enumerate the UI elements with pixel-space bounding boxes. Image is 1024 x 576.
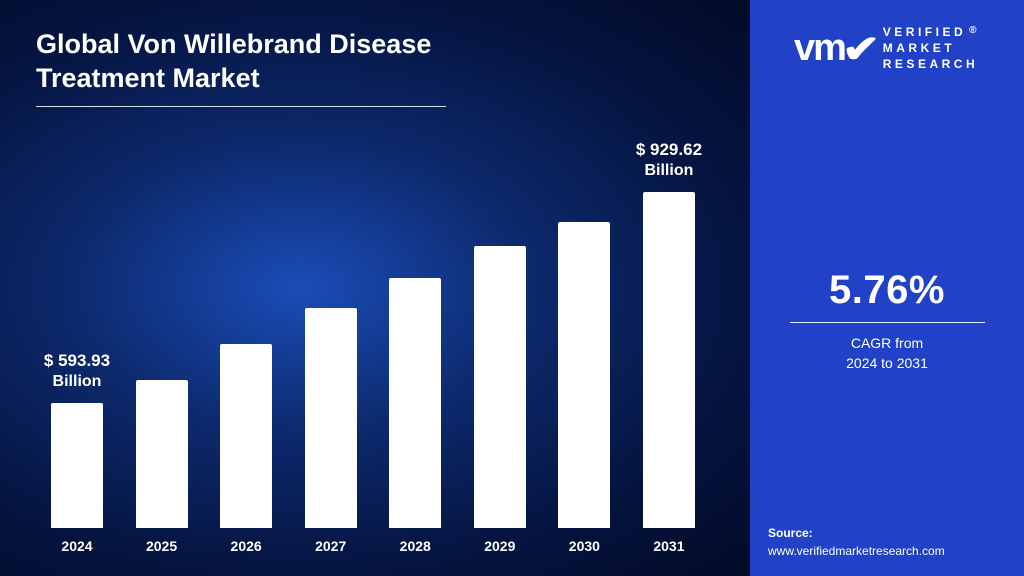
bar: [136, 380, 188, 528]
bar-column: $ 929.62Billion2031: [640, 192, 698, 554]
bar-year-label: 2031: [653, 538, 684, 554]
logo-text: VERIFIED® MARKET RESEARCH: [883, 24, 980, 73]
bar: [474, 246, 526, 528]
bar: [643, 192, 695, 528]
logo-mark-icon: vm✔: [794, 33, 875, 63]
bar: [389, 278, 441, 528]
bar-year-label: 2027: [315, 538, 346, 554]
bar: [51, 403, 103, 528]
bar-column: 2029: [471, 246, 529, 554]
bar-value-label: $ 593.93Billion: [44, 351, 110, 391]
bar-column: $ 593.93Billion2024: [48, 403, 106, 554]
bar: [558, 222, 610, 528]
bar-column: 2028: [386, 278, 444, 554]
infographic-container: Global Von Willebrand Disease Treatment …: [0, 0, 1024, 576]
cagr-caption: CAGR from 2024 to 2031: [768, 333, 1006, 374]
bar-year-label: 2024: [61, 538, 92, 554]
logo-line2: MARKET: [883, 41, 955, 55]
title-divider: [36, 106, 446, 107]
bar-column: 2025: [133, 380, 191, 554]
bar-year-label: 2029: [484, 538, 515, 554]
bar-chart: $ 593.93Billion2024 2025 2026 2027 2028 2029 2…: [48, 154, 698, 554]
source-label: Source:: [768, 526, 813, 540]
bar-year-label: 2030: [569, 538, 600, 554]
registered-icon: ®: [969, 25, 980, 36]
cagr-caption-line1: CAGR from: [851, 335, 923, 351]
bar-year-label: 2025: [146, 538, 177, 554]
checkmark-icon: ✔: [842, 35, 878, 65]
sidebar-panel: vm✔ VERIFIED® MARKET RESEARCH 5.76% CAGR…: [750, 0, 1024, 576]
bar-year-label: 2028: [400, 538, 431, 554]
bar-column: 2027: [302, 308, 360, 554]
bar: [220, 344, 272, 528]
bar-column: 2026: [217, 344, 275, 554]
bar-year-label: 2026: [231, 538, 262, 554]
bar: [305, 308, 357, 528]
source-citation: Source: www.verifiedmarketresearch.com: [768, 525, 945, 560]
source-url: www.verifiedmarketresearch.com: [768, 544, 945, 558]
cagr-value: 5.76%: [768, 268, 1006, 313]
chart-panel: Global Von Willebrand Disease Treatment …: [0, 0, 750, 576]
brand-logo: vm✔ VERIFIED® MARKET RESEARCH: [794, 24, 980, 73]
bar-column: 2030: [555, 222, 613, 554]
bar-value-label: $ 929.62Billion: [636, 140, 702, 180]
cagr-block: 5.76% CAGR from 2024 to 2031: [768, 268, 1006, 374]
logo-line3: RESEARCH: [883, 57, 978, 71]
logo-line1: VERIFIED: [883, 25, 966, 39]
cagr-caption-line2: 2024 to 2031: [846, 355, 928, 371]
chart-title: Global Von Willebrand Disease Treatment …: [36, 28, 476, 96]
cagr-divider: [790, 322, 985, 323]
